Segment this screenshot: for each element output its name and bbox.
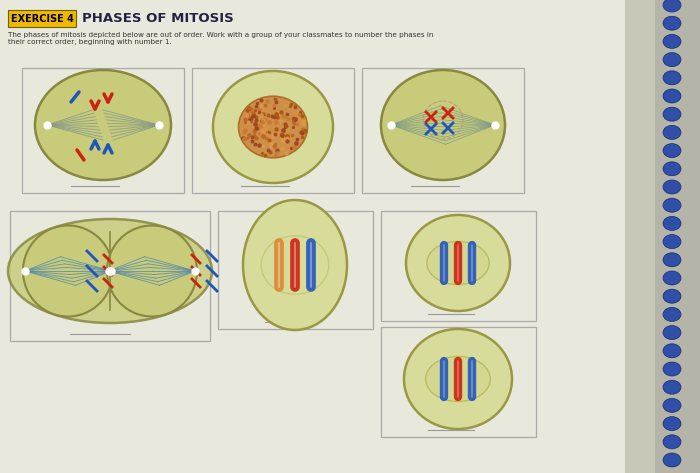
Ellipse shape: [663, 435, 681, 449]
Ellipse shape: [663, 289, 681, 303]
Text: their correct order, beginning with number 1.: their correct order, beginning with numb…: [8, 39, 171, 45]
Ellipse shape: [381, 70, 505, 180]
Ellipse shape: [663, 180, 681, 194]
Ellipse shape: [8, 219, 212, 323]
Ellipse shape: [663, 107, 681, 121]
Ellipse shape: [404, 329, 512, 429]
Ellipse shape: [261, 236, 329, 294]
Bar: [192, 68, 354, 193]
Bar: [362, 68, 524, 193]
Ellipse shape: [663, 417, 681, 430]
Text: EXERCISE 4: EXERCISE 4: [10, 14, 74, 24]
Ellipse shape: [427, 241, 489, 285]
Bar: [381, 211, 536, 321]
Ellipse shape: [663, 71, 681, 85]
Ellipse shape: [239, 96, 307, 158]
Ellipse shape: [663, 35, 681, 48]
Bar: [218, 211, 373, 329]
Ellipse shape: [663, 453, 681, 467]
Ellipse shape: [663, 162, 681, 176]
Text: PHASES OF MITOSIS: PHASES OF MITOSIS: [82, 12, 234, 26]
Ellipse shape: [663, 307, 681, 321]
Ellipse shape: [663, 198, 681, 212]
Ellipse shape: [663, 362, 681, 376]
Ellipse shape: [663, 125, 681, 140]
Bar: [8, 10, 76, 27]
Ellipse shape: [663, 271, 681, 285]
Ellipse shape: [663, 235, 681, 249]
Ellipse shape: [663, 89, 681, 103]
Ellipse shape: [663, 0, 681, 12]
Ellipse shape: [35, 70, 171, 180]
Ellipse shape: [213, 71, 333, 183]
Text: The phases of mitosis depicted below are out of order. Work with a group of your: The phases of mitosis depicted below are…: [8, 32, 433, 38]
Bar: [22, 68, 184, 193]
Ellipse shape: [663, 325, 681, 340]
Ellipse shape: [663, 144, 681, 158]
Ellipse shape: [663, 380, 681, 394]
Ellipse shape: [406, 215, 510, 311]
Ellipse shape: [663, 16, 681, 30]
Ellipse shape: [107, 226, 197, 316]
Bar: [655, 0, 700, 473]
Ellipse shape: [663, 53, 681, 67]
Ellipse shape: [426, 357, 491, 402]
Ellipse shape: [663, 344, 681, 358]
Bar: [0, 0, 625, 473]
Ellipse shape: [663, 253, 681, 267]
Bar: [10, 211, 210, 341]
Ellipse shape: [663, 398, 681, 412]
Ellipse shape: [243, 200, 347, 330]
Ellipse shape: [663, 217, 681, 230]
Ellipse shape: [23, 226, 113, 316]
Bar: [381, 327, 536, 437]
